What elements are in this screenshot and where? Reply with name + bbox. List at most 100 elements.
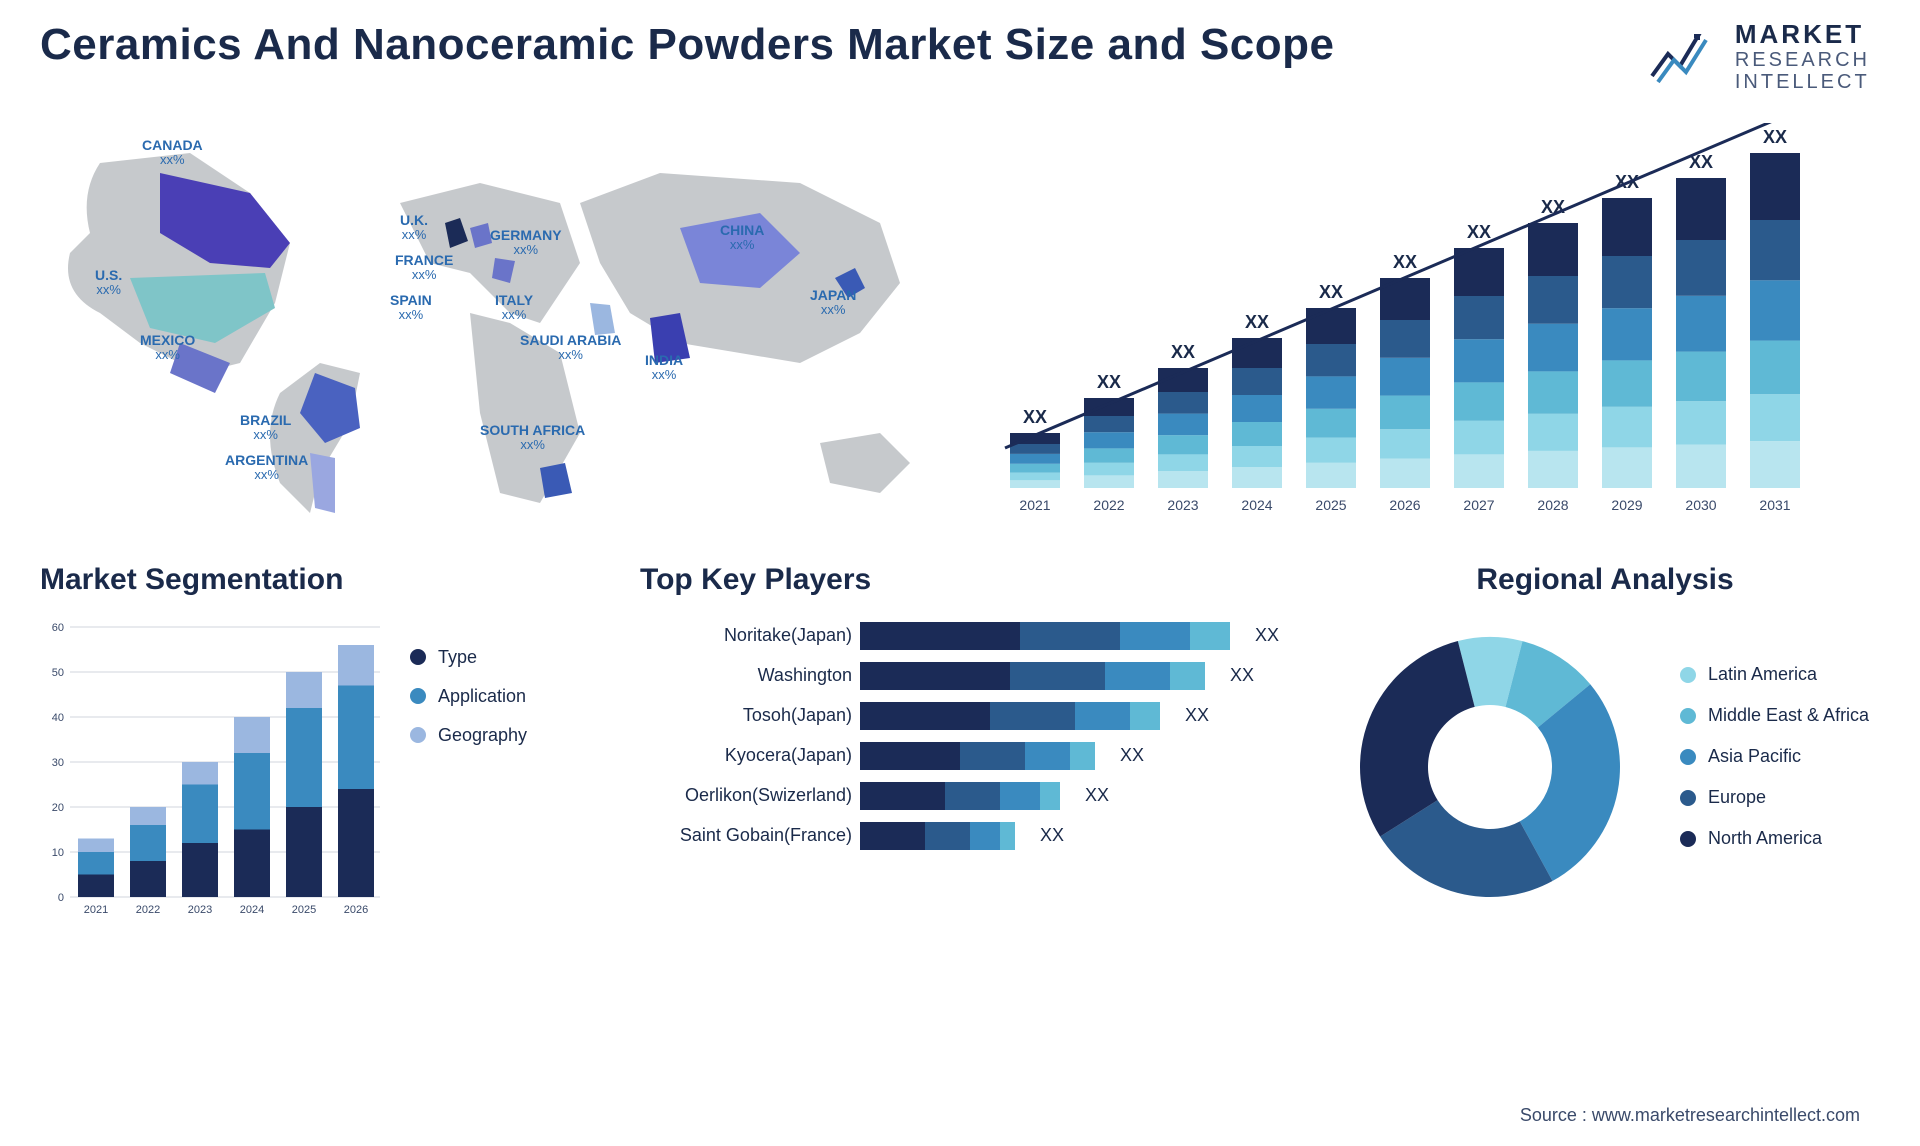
key-player-bar: [860, 622, 1230, 650]
svg-text:2028: 2028: [1537, 497, 1568, 513]
logo-icon: [1650, 26, 1720, 86]
map-label-canada: CANADAxx%: [142, 138, 203, 168]
map-label-us: U.S.xx%: [95, 268, 122, 298]
svg-text:XX: XX: [1467, 222, 1491, 242]
map-label-southafrica: SOUTH AFRICAxx%: [480, 423, 585, 453]
map-label-china: CHINAxx%: [720, 223, 764, 253]
key-player-bar: [860, 702, 1160, 730]
regional-panel: Regional Analysis Latin America Middle Ea…: [1340, 563, 1870, 937]
key-player-name: Saint Gobain(France): [640, 825, 860, 846]
key-player-value: XX: [1095, 745, 1144, 766]
svg-text:XX: XX: [1245, 312, 1269, 332]
donut-chart-svg: [1340, 617, 1640, 917]
map-label-japan: JAPANxx%: [810, 288, 856, 318]
key-player-value: XX: [1160, 705, 1209, 726]
regional-legend-item: North America: [1680, 828, 1869, 849]
svg-text:2021: 2021: [84, 904, 108, 916]
regional-legend-item: Europe: [1680, 787, 1869, 808]
key-player-row: Tosoh(Japan) XX: [640, 702, 1290, 730]
map-label-italy: ITALYxx%: [495, 293, 533, 323]
svg-text:2029: 2029: [1611, 497, 1642, 513]
source-label: Source : www.marketresearchintellect.com: [1520, 1105, 1860, 1126]
key-players-panel: Top Key Players Noritake(Japan)XXWashing…: [640, 563, 1290, 937]
svg-text:XX: XX: [1319, 282, 1343, 302]
map-label-mexico: MEXICOxx%: [140, 333, 195, 363]
key-player-bar: [860, 662, 1205, 690]
seg-legend-item: Application: [410, 686, 527, 707]
svg-text:2025: 2025: [292, 904, 316, 916]
svg-text:XX: XX: [1171, 342, 1195, 362]
regional-title: Regional Analysis: [1340, 563, 1870, 597]
svg-text:XX: XX: [1393, 252, 1417, 272]
map-label-brazil: BRAZILxx%: [240, 413, 291, 443]
world-map-svg: [40, 113, 960, 533]
key-player-row: Saint Gobain(France) XX: [640, 822, 1290, 850]
key-player-row: Washington XX: [640, 662, 1290, 690]
key-player-value: XX: [1205, 665, 1254, 686]
key-player-name: Tosoh(Japan): [640, 705, 860, 726]
svg-text:40: 40: [52, 712, 64, 724]
svg-text:20: 20: [52, 802, 64, 814]
key-player-name: Oerlikon(Swizerland): [640, 785, 860, 806]
growth-chart: XX 2021 XX 2022 XX 2023 XX 2024 XX 2025 XX 2026 XX 20…: [990, 113, 1870, 533]
svg-text:2021: 2021: [1019, 497, 1050, 513]
svg-text:2022: 2022: [136, 904, 160, 916]
key-player-bar: [860, 782, 1060, 810]
logo-text-1: MARKET: [1735, 20, 1870, 49]
map-label-saudiarabia: SAUDI ARABIAxx%: [520, 333, 621, 363]
segmentation-title: Market Segmentation: [40, 563, 590, 597]
svg-text:XX: XX: [1763, 127, 1787, 147]
world-map: CANADAxx% U.S.xx% MEXICOxx% BRAZILxx% ARGENT…: [40, 113, 960, 533]
key-player-bar: [860, 742, 1095, 770]
svg-text:60: 60: [52, 622, 64, 634]
key-player-name: Washington: [640, 665, 860, 686]
svg-text:XX: XX: [1097, 372, 1121, 392]
svg-text:30: 30: [52, 757, 64, 769]
svg-text:2024: 2024: [240, 904, 264, 916]
page-title: Ceramics And Nanoceramic Powders Market …: [40, 20, 1335, 70]
brand-logo: MARKET RESEARCH INTELLECT: [1650, 20, 1870, 93]
map-label-argentina: ARGENTINAxx%: [225, 453, 308, 483]
segmentation-chart-svg: 0102030405060202120222023202420252026: [40, 617, 380, 937]
key-players-list: Noritake(Japan)XXWashingtonXXTosoh(Japan…: [640, 617, 1290, 850]
svg-text:2030: 2030: [1685, 497, 1716, 513]
regional-legend-item: Middle East & Africa: [1680, 705, 1869, 726]
key-player-value: XX: [1230, 625, 1279, 646]
growth-chart-svg: XX 2021 XX 2022 XX 2023 XX 2024 XX 2025 XX 2026 XX 20…: [990, 123, 1860, 543]
key-player-value: XX: [1060, 785, 1109, 806]
svg-text:2026: 2026: [1389, 497, 1420, 513]
key-players-title: Top Key Players: [640, 563, 1290, 597]
seg-legend-item: Geography: [410, 725, 527, 746]
svg-text:2022: 2022: [1093, 497, 1124, 513]
svg-text:2024: 2024: [1241, 497, 1272, 513]
svg-text:10: 10: [52, 847, 64, 859]
segmentation-panel: Market Segmentation 0 10 20 30 40 50 60 2021 202…: [40, 563, 590, 937]
map-label-uk: U.K.xx%: [400, 213, 428, 243]
regional-legend-item: Latin America: [1680, 664, 1869, 685]
svg-text:2023: 2023: [1167, 497, 1198, 513]
svg-text:0: 0: [58, 892, 64, 904]
regional-legend-item: Asia Pacific: [1680, 746, 1869, 767]
svg-text:50: 50: [52, 667, 64, 679]
logo-text-3: INTELLECT: [1735, 71, 1870, 93]
key-player-row: Kyocera(Japan) XX: [640, 742, 1290, 770]
key-player-value: XX: [1015, 825, 1064, 846]
key-player-name: Kyocera(Japan): [640, 745, 860, 766]
svg-text:2025: 2025: [1315, 497, 1346, 513]
key-player-bar: [860, 822, 1015, 850]
logo-text-2: RESEARCH: [1735, 49, 1870, 71]
svg-text:2023: 2023: [188, 904, 212, 916]
regional-legend: Latin America Middle East & Africa Asia Pa…: [1680, 664, 1869, 869]
map-label-spain: SPAINxx%: [390, 293, 432, 323]
key-player-name: Noritake(Japan): [640, 625, 860, 646]
map-label-india: INDIAxx%: [645, 353, 683, 383]
svg-text:XX: XX: [1023, 407, 1047, 427]
key-player-row: Oerlikon(Swizerland) XX: [640, 782, 1290, 810]
map-label-germany: GERMANYxx%: [490, 228, 562, 258]
segmentation-legend: Type Application Geography: [410, 617, 527, 937]
svg-text:2027: 2027: [1463, 497, 1494, 513]
seg-legend-item: Type: [410, 647, 527, 668]
key-player-row: Noritake(Japan) XX: [640, 622, 1290, 650]
map-label-france: FRANCExx%: [395, 253, 453, 283]
svg-text:2031: 2031: [1759, 497, 1790, 513]
